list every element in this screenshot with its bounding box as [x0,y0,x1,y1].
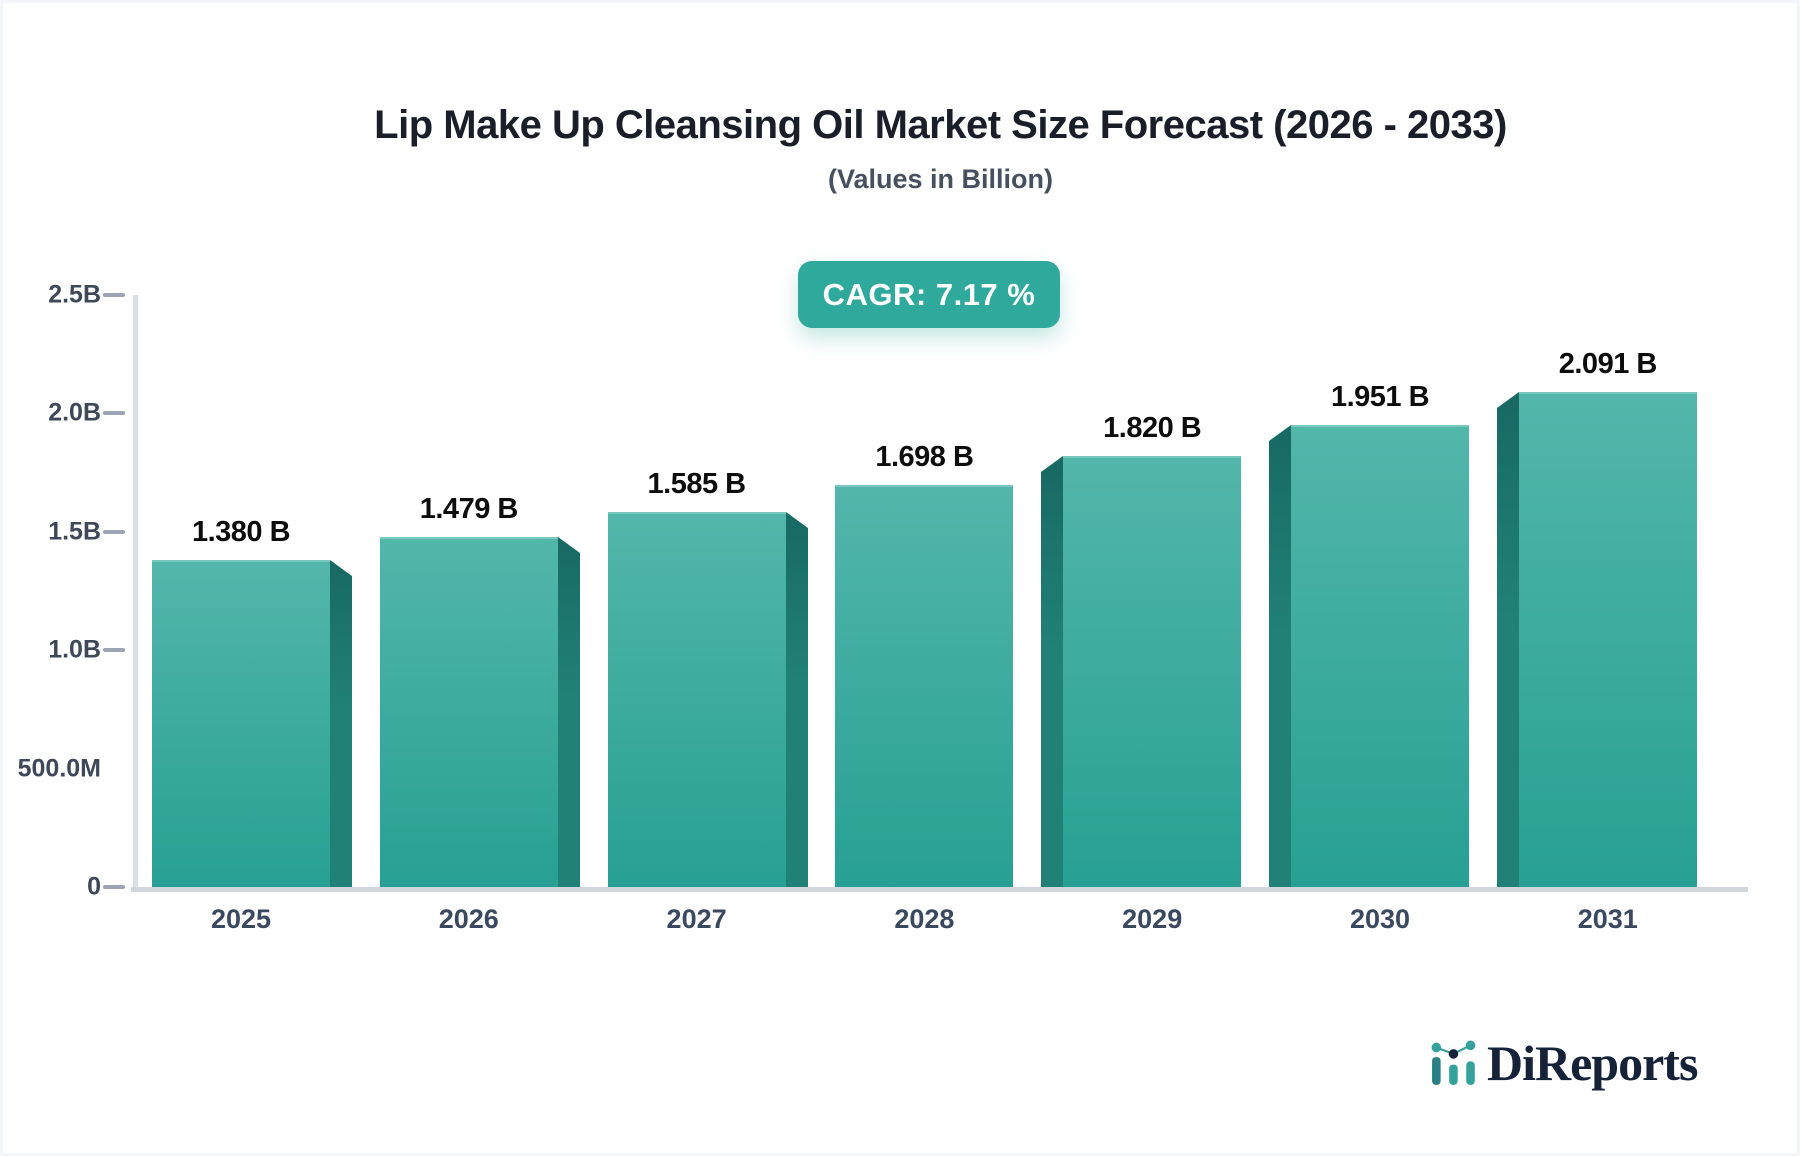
chart-title: Lip Make Up Cleansing Oil Market Size Fo… [374,103,1507,147]
chart-header: Lip Make Up Cleansing Oil Market Size Fo… [133,3,1748,194]
bar-3d-side-face [786,512,808,887]
bar-2031 [1519,392,1697,887]
y-axis-line [133,295,138,887]
bar-2027 [608,512,786,887]
y-tick-dash [103,885,125,889]
x-tick-label: 2030 [1349,904,1411,934]
bar-chart-plot-area: 2.5B 2.0B 1.5B 1.0B 500.0M 0 1.380 B 2025 1.479 … [3,3,1797,1153]
y-tick-label: 1.0B [48,635,101,664]
brand-logo: DiReports [1431,1035,1698,1091]
x-tick-label: 2025 [210,904,272,934]
y-tick-dash [103,411,125,416]
bar-3d-side-face [1497,392,1519,887]
bar-value-label: 2.091 B [1558,348,1658,380]
bar-value-label: 1.380 B [191,516,291,548]
bar-value-label: 1.698 B [875,441,974,473]
y-tick-label: 2.5B [48,280,101,309]
cagr-badge: CAGR: 7.17 % [798,261,1060,328]
x-tick-label: 2027 [666,904,727,934]
y-tick-label: 500.0M [17,754,101,783]
bar-2026 [380,537,558,887]
x-tick-label: 2031 [1577,904,1638,934]
y-tick-label: 2.0B [48,398,101,427]
brand-logo-text: DiReports [1487,1035,1698,1091]
x-tick-label: 2026 [438,904,499,934]
x-tick-label: 2029 [1122,904,1183,934]
x-axis-line [131,887,1748,892]
bar-2025 [152,560,330,887]
bar-2029 [1063,456,1241,887]
y-tick-label: 1.5B [48,517,101,546]
brand-chart-icon [1431,1040,1476,1085]
bar-value-label: 1.479 B [419,493,519,525]
bar-3d-side-face [1041,456,1063,887]
y-tick-dash [103,648,125,653]
y-tick-dash [103,529,125,534]
bar-3d-side-face [330,560,352,887]
bar-3d-side-face [558,537,580,887]
y-tick-label: 0 [87,872,101,901]
bar-value-label: 1.820 B [1103,412,1202,444]
cagr-badge-label: CAGR: 7.17 % [822,276,1036,312]
chart-subtitle: (Values in Billion) [827,164,1054,194]
x-tick-label: 2028 [894,904,955,934]
y-tick-dash [103,293,125,297]
bar-value-label: 1.951 B [1330,381,1430,413]
bar-2028 [835,485,1013,887]
bar-2030 [1291,425,1469,887]
bar-3d-side-face [1269,425,1291,887]
bar-value-label: 1.585 B [647,468,747,500]
